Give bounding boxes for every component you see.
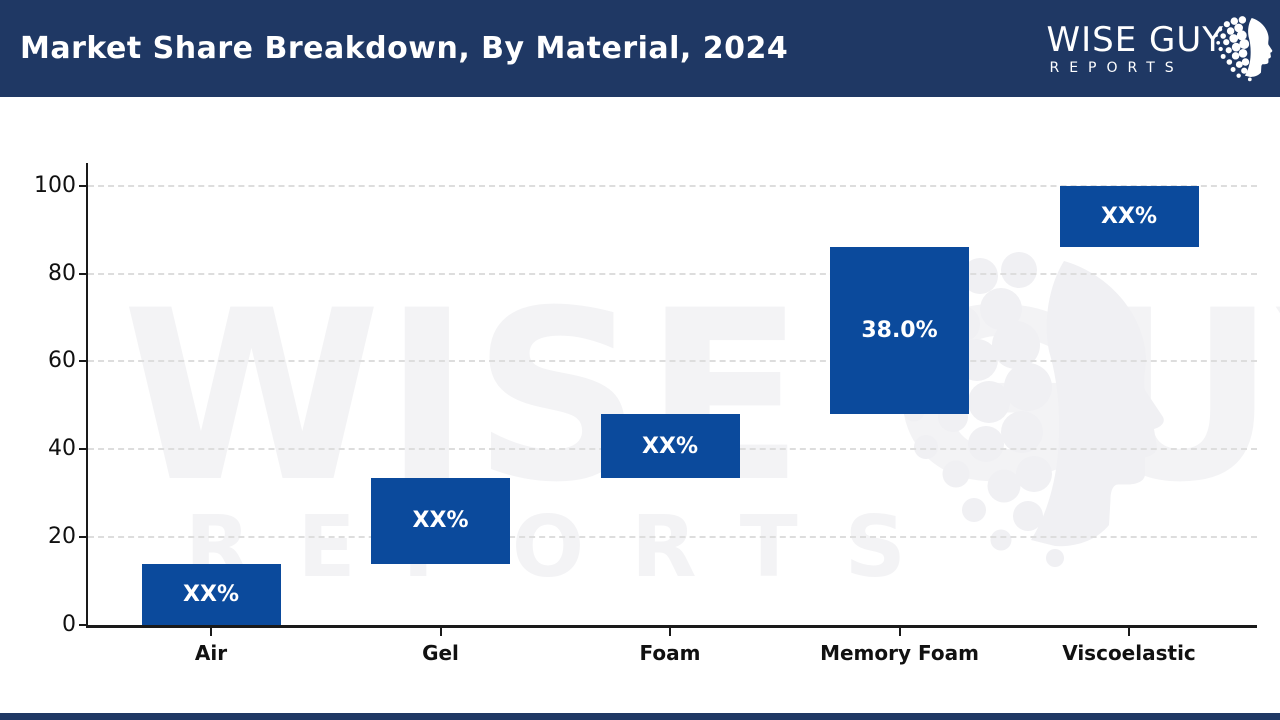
gridline-y60 (88, 360, 1257, 363)
x-label-foam: Foam (639, 641, 701, 665)
x-label-viscoelastic: Viscoelastic (1062, 641, 1196, 665)
x-axis-spine (86, 625, 1257, 628)
plot: 0 20 40 60 80 100 XX% Air XX% Gel XX% Foam 38.0% Memo… (0, 97, 1280, 713)
bar-value-label: XX% (1101, 204, 1157, 230)
x-label-air: Air (194, 641, 228, 665)
brand-head-icon (1212, 9, 1274, 89)
y-tick-100 (79, 184, 88, 187)
chart-title: Market Share Breakdown, By Material, 202… (20, 31, 789, 66)
y-tick-80 (79, 272, 88, 275)
x-label-gel: Gel (422, 641, 459, 665)
x-tick (898, 628, 901, 636)
gridline-y100 (88, 184, 1257, 187)
gridline-y20 (88, 536, 1257, 539)
bar-gel: XX% (371, 477, 510, 564)
bar-foam: XX% (600, 414, 740, 478)
bar-value-label: XX% (412, 508, 469, 534)
x-tick (669, 628, 671, 636)
y-tick-20 (79, 536, 88, 539)
y-tick-label-100: 100 (34, 172, 76, 198)
brand-logo-text: WISE GUY REPORTS (1046, 23, 1224, 75)
bar-value-label: XX% (642, 433, 698, 459)
y-tick-40 (79, 448, 88, 451)
bar-value-label: 38.0% (861, 318, 938, 344)
y-tick-60 (79, 360, 88, 363)
bar-memory-foam: 38.0% (830, 247, 969, 415)
header-bar: Market Share Breakdown, By Material, 202… (0, 0, 1280, 97)
gridline-y80 (88, 272, 1257, 275)
footer-accent-bar (0, 713, 1280, 720)
y-tick-label-20: 20 (48, 524, 76, 550)
bar-viscoelastic: XX% (1059, 185, 1199, 248)
y-tick-label-0: 0 (62, 612, 76, 637)
y-tick-label-80: 80 (48, 260, 76, 286)
x-tick (210, 628, 212, 636)
bar-value-label: XX% (183, 581, 239, 607)
brand-name: WISE GUY (1046, 19, 1224, 60)
brand-tagline: REPORTS (1049, 59, 1184, 76)
y-tick-label-60: 60 (48, 348, 76, 374)
brand-logo: WISE GUY REPORTS (1046, 9, 1274, 89)
x-label-memory-foam: Memory Foam (820, 641, 979, 665)
bar-air: XX% (141, 563, 281, 625)
y-tick-label-40: 40 (48, 436, 76, 462)
x-tick (1128, 628, 1130, 636)
y-tick-0 (79, 624, 88, 626)
x-tick (439, 628, 442, 636)
y-axis-spine (86, 163, 88, 628)
chart-area: WISE GUY REPORTS 020406080100XX%AirXX%Ge… (0, 97, 1280, 713)
